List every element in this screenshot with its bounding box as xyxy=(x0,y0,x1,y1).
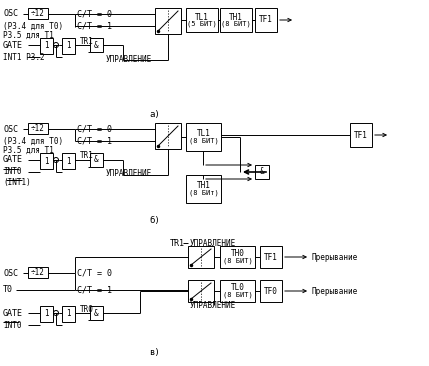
Text: GATE: GATE xyxy=(3,156,23,164)
Bar xyxy=(90,38,103,52)
Text: УПРАВЛЕНИЕ: УПРАВЛЕНИЕ xyxy=(190,300,236,310)
Text: (5 БИТ): (5 БИТ) xyxy=(187,21,217,27)
Text: 1: 1 xyxy=(44,310,49,318)
Text: GATE: GATE xyxy=(3,309,23,317)
Text: OSC: OSC xyxy=(3,10,18,19)
Text: TR1: TR1 xyxy=(80,37,94,45)
Text: OSC: OSC xyxy=(3,269,18,277)
Text: (8 БИТ): (8 БИТ) xyxy=(223,258,252,264)
Text: TH0: TH0 xyxy=(230,250,245,258)
Text: (8 БИт): (8 БИт) xyxy=(189,190,218,196)
Text: 1: 1 xyxy=(44,157,49,165)
Text: C/Т = 1: C/Т = 1 xyxy=(77,285,112,295)
Text: T0: T0 xyxy=(3,285,13,295)
Text: &: & xyxy=(94,156,99,164)
Text: 1: 1 xyxy=(66,310,71,318)
Text: ÷12: ÷12 xyxy=(31,9,45,18)
Text: TR0: TR0 xyxy=(80,305,94,314)
Text: 1: 1 xyxy=(66,157,71,165)
Bar xyxy=(40,38,53,54)
Bar xyxy=(186,175,221,203)
Text: TF1: TF1 xyxy=(354,131,368,139)
Text: ÷12: ÷12 xyxy=(31,124,45,133)
Bar xyxy=(220,280,255,302)
Text: 1: 1 xyxy=(44,41,49,51)
Text: УПРАВЛЕНИЕ: УПРАВЛЕНИЕ xyxy=(106,169,152,179)
Text: TL1: TL1 xyxy=(195,12,209,22)
Text: в): в) xyxy=(150,348,160,358)
Text: TF1: TF1 xyxy=(264,253,278,261)
Bar xyxy=(62,306,75,322)
Bar xyxy=(260,246,282,268)
Text: &: & xyxy=(94,309,99,317)
Text: б): б) xyxy=(150,216,160,224)
Bar xyxy=(260,280,282,302)
Text: 1: 1 xyxy=(66,41,71,51)
Bar xyxy=(40,153,53,169)
Text: (8 БИТ): (8 БИТ) xyxy=(223,292,252,298)
Text: TR1: TR1 xyxy=(80,152,94,161)
Bar xyxy=(28,8,48,19)
Text: GATE: GATE xyxy=(3,41,23,49)
Bar xyxy=(155,8,181,34)
Text: P3.5 для T1: P3.5 для T1 xyxy=(3,146,54,154)
Bar xyxy=(220,246,255,268)
Text: P3.5 для T1: P3.5 для T1 xyxy=(3,30,54,40)
Text: (8 БИТ): (8 БИТ) xyxy=(189,138,218,144)
Text: а): а) xyxy=(150,111,160,120)
Text: (P3.4 для T0): (P3.4 для T0) xyxy=(3,22,63,30)
Text: Прерывание: Прерывание xyxy=(312,287,358,295)
Text: (P3.4 для T0): (P3.4 для T0) xyxy=(3,137,63,146)
Text: (INT1): (INT1) xyxy=(3,179,31,187)
Bar xyxy=(62,38,75,54)
Text: INT0: INT0 xyxy=(3,321,21,329)
Text: TF1: TF1 xyxy=(259,15,273,25)
Bar xyxy=(62,153,75,169)
Bar xyxy=(90,306,103,320)
Text: C/Т = 1: C/Т = 1 xyxy=(77,137,112,146)
Bar xyxy=(90,153,103,167)
Bar xyxy=(40,306,53,322)
Bar xyxy=(255,8,277,32)
Bar xyxy=(28,123,48,134)
Text: INT0: INT0 xyxy=(3,168,21,176)
Text: (8 БИТ): (8 БИТ) xyxy=(221,21,251,27)
Text: INT1 P3.2: INT1 P3.2 xyxy=(3,52,45,61)
Bar xyxy=(186,123,221,151)
Bar xyxy=(186,8,218,32)
Text: C/Т = 0: C/Т = 0 xyxy=(77,10,112,19)
Text: TR1: TR1 xyxy=(170,239,185,247)
Text: TL1: TL1 xyxy=(196,130,211,138)
Text: C/Т = 1: C/Т = 1 xyxy=(77,22,112,30)
Text: УПРАВЛЕНИЕ: УПРАВЛЕНИЕ xyxy=(106,55,152,63)
Text: &: & xyxy=(260,168,264,176)
Bar xyxy=(188,246,214,268)
Text: C/Т = 0: C/Т = 0 xyxy=(77,269,112,277)
Bar xyxy=(28,267,48,278)
Bar xyxy=(155,123,181,149)
Text: TH1: TH1 xyxy=(229,12,243,22)
Bar xyxy=(255,165,269,179)
Bar xyxy=(350,123,372,147)
Text: Прерывание: Прерывание xyxy=(312,253,358,261)
Text: TH1: TH1 xyxy=(196,182,211,190)
Bar xyxy=(220,8,252,32)
Text: TF0: TF0 xyxy=(264,287,278,295)
Text: УПРАВЛЕНИЕ: УПРАВЛЕНИЕ xyxy=(190,239,236,247)
Text: &: & xyxy=(94,41,99,49)
Bar xyxy=(188,280,214,302)
Text: OSC: OSC xyxy=(3,124,18,134)
Text: C/Т = 0: C/Т = 0 xyxy=(77,124,112,134)
Text: ÷12: ÷12 xyxy=(31,268,45,277)
Text: TL0: TL0 xyxy=(230,284,245,292)
